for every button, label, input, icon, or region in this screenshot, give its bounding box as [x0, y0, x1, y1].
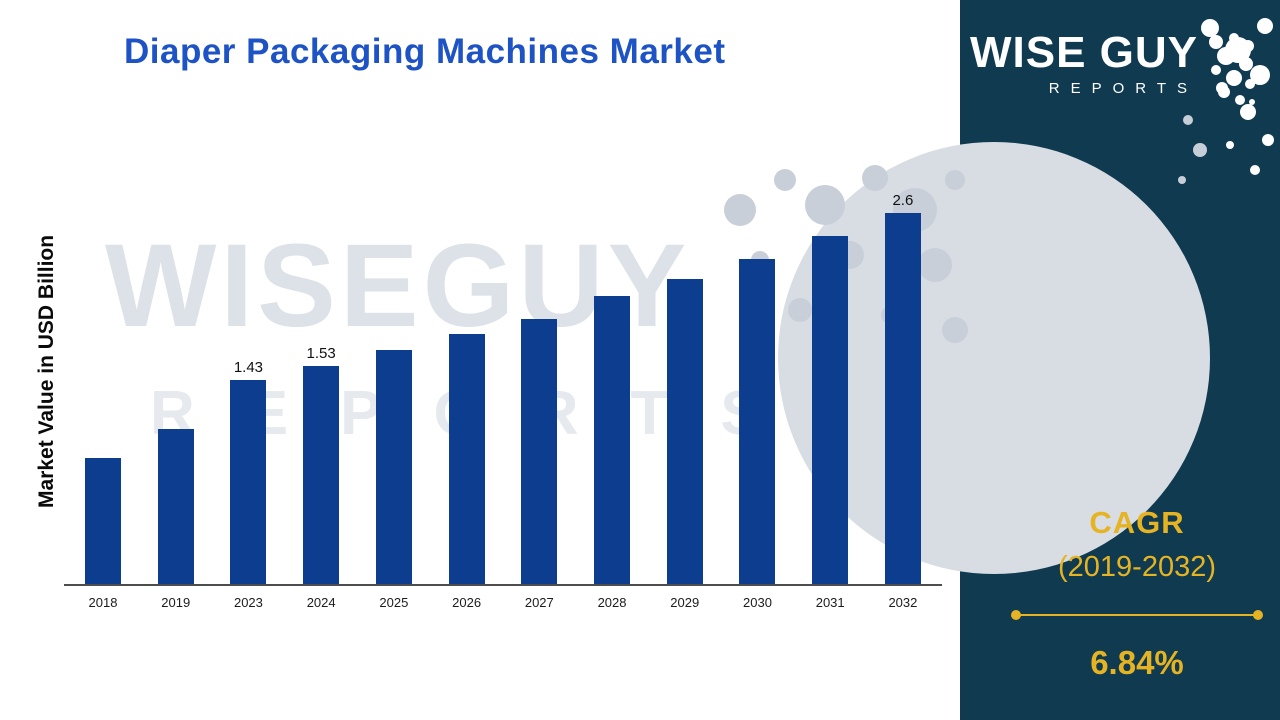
- bar-column: [359, 156, 429, 584]
- x-axis-tick-label: 2024: [306, 595, 336, 610]
- bar-value-label: 2.6: [892, 192, 914, 210]
- bar-column: 1.53: [286, 156, 356, 584]
- bar: [884, 213, 921, 584]
- x-axis-tick-label: 2029: [670, 595, 700, 610]
- cagr-divider-line: [1011, 610, 1263, 620]
- bar-chart: Market Value in USD Billion 1.43 1.53 2.6 …: [30, 156, 942, 636]
- y-axis-label: Market Value in USD Billion: [35, 234, 58, 508]
- brand-subtitle: REPORTS: [1048, 80, 1198, 98]
- bar: [230, 380, 267, 584]
- bar: [739, 258, 776, 584]
- brand-face-icon: [1209, 33, 1255, 105]
- brand-name: WISE GUY: [969, 28, 1198, 77]
- bar-column: [432, 156, 502, 584]
- cagr-label: CAGR: [1089, 505, 1185, 540]
- brand-logo-text: WISE GUY REPORTS: [969, 28, 1198, 98]
- bar-value-label: 1.53: [306, 344, 336, 362]
- bar-column: 1.43: [213, 156, 283, 584]
- watermark-line1: WISEGUY: [105, 220, 691, 352]
- plot-area: 1.43 1.53 2.6: [64, 156, 942, 586]
- bar-column: 2.6: [868, 156, 938, 584]
- brand-logo: WISE GUY REPORTS: [969, 28, 1258, 110]
- bar-column: [722, 156, 792, 584]
- bar: [157, 428, 194, 584]
- bar: [375, 350, 412, 584]
- bar-column: [795, 156, 865, 584]
- x-axis-tick-label: 2031: [815, 595, 845, 610]
- x-axis-tick-label: 2030: [743, 595, 772, 610]
- x-axis-tick-label: 2028: [597, 595, 627, 610]
- x-axis-tick-label: 2019: [161, 595, 191, 610]
- page-title: Diaper Packaging Machines Market: [124, 32, 726, 71]
- bar-column: [141, 156, 211, 584]
- bar: [812, 235, 849, 584]
- cagr-block: CAGR (2019-2032) 6.84%: [1011, 505, 1263, 682]
- plot-wrap: 1.43 1.53 2.6 2018 2019 2023 2024 2025 2026 2027…: [64, 156, 942, 636]
- cagr-value: 6.84%: [1090, 644, 1184, 681]
- bar: [303, 365, 340, 584]
- bar-column: [504, 156, 574, 584]
- bar-column: [650, 156, 720, 584]
- x-axis-tick-label: 2023: [233, 595, 263, 610]
- x-axis-tick-label: 2025: [379, 595, 409, 610]
- bar: [594, 295, 631, 584]
- bar-value-label: 1.43: [233, 359, 264, 376]
- x-axis-tick-label: 2026: [452, 595, 482, 610]
- x-axis-ticks: 2018 2019 2023 2024 2025 2026 2027 2028 2029 2030…: [64, 595, 942, 610]
- x-axis-tick-label: 2018: [88, 595, 118, 610]
- watermark-dots-icon: [724, 165, 968, 343]
- watermark-face-circle: [778, 142, 1210, 574]
- x-axis-tick-label: 2032: [888, 595, 918, 610]
- bar: [85, 458, 121, 584]
- bar: [666, 278, 703, 584]
- bar-column: [68, 156, 138, 584]
- cagr-range: (2019-2032): [1058, 551, 1216, 583]
- bar: [448, 334, 485, 584]
- bar: [521, 318, 558, 584]
- bar-column: [577, 156, 647, 584]
- x-axis-tick-label: 2027: [524, 595, 554, 610]
